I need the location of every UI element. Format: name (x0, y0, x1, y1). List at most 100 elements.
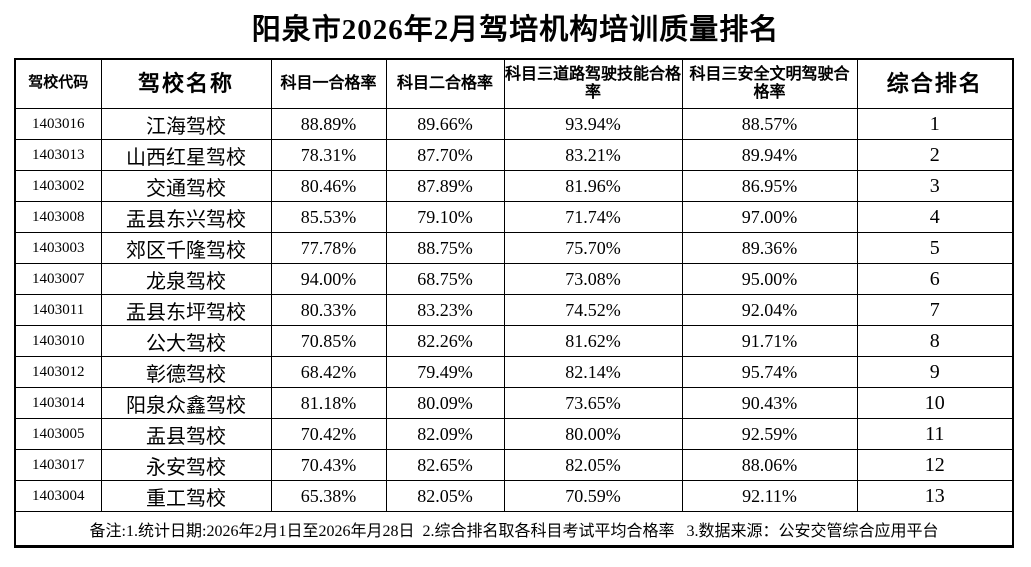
cell-overall-rank: 13 (856, 480, 1014, 512)
col-header-overall-rank: 综合排名 (856, 58, 1014, 109)
cell-subject3-road-rate: 71.74% (503, 201, 683, 233)
cell-subject3-road-rate: 82.14% (503, 356, 683, 388)
cell-subject3-safe-rate: 92.04% (681, 294, 858, 326)
cell-school-name: 重工驾校 (100, 480, 272, 512)
cell-subject1-rate: 85.53% (270, 201, 387, 233)
table-row: 1403013 山西红星驾校 78.31% 87.70% 83.21% 89.9… (14, 139, 1014, 171)
cell-overall-rank: 4 (856, 201, 1014, 233)
table-row: 1403007 龙泉驾校 94.00% 68.75% 73.08% 95.00%… (14, 263, 1014, 295)
cell-overall-rank: 11 (856, 418, 1014, 450)
cell-subject3-road-rate: 93.94% (503, 108, 683, 140)
cell-subject1-rate: 78.31% (270, 139, 387, 171)
cell-school-name: 交通驾校 (100, 170, 272, 202)
cell-subject2-rate: 79.49% (385, 356, 505, 388)
table-row: 1403016 江海驾校 88.89% 89.66% 93.94% 88.57%… (14, 108, 1014, 140)
cell-subject3-road-rate: 83.21% (503, 139, 683, 171)
cell-school-code: 1403004 (14, 480, 102, 512)
table-row: 1403014 阳泉众鑫驾校 81.18% 80.09% 73.65% 90.4… (14, 387, 1014, 419)
cell-subject1-rate: 70.43% (270, 449, 387, 481)
cell-subject3-safe-rate: 89.36% (681, 232, 858, 264)
cell-overall-rank: 3 (856, 170, 1014, 202)
cell-school-code: 1403014 (14, 387, 102, 419)
cell-subject1-rate: 68.42% (270, 356, 387, 388)
header-row: 驾校代码 驾校名称 科目一合格率 科目二合格率 科目三道路驾驶技能合格率 科目三… (14, 58, 1014, 109)
col-header-subject1-pass-rate: 科目一合格率 (270, 58, 387, 109)
cell-subject2-rate: 88.75% (385, 232, 505, 264)
cell-school-name: 江海驾校 (100, 108, 272, 140)
cell-school-code: 1403007 (14, 263, 102, 295)
cell-school-code: 1403008 (14, 201, 102, 233)
footnote: 备注:1.统计日期:2026年2月1日至2026年月28日 2.综合排名取各科目… (14, 511, 1014, 547)
cell-school-code: 1403012 (14, 356, 102, 388)
cell-overall-rank: 8 (856, 325, 1014, 357)
cell-subject3-safe-rate: 88.06% (681, 449, 858, 481)
cell-subject1-rate: 80.46% (270, 170, 387, 202)
table-row: 1403003 郊区千隆驾校 77.78% 88.75% 75.70% 89.3… (14, 232, 1014, 264)
cell-subject3-safe-rate: 95.74% (681, 356, 858, 388)
cell-subject3-road-rate: 73.08% (503, 263, 683, 295)
cell-school-name: 阳泉众鑫驾校 (100, 387, 272, 419)
cell-school-name: 龙泉驾校 (100, 263, 272, 295)
cell-subject3-road-rate: 81.62% (503, 325, 683, 357)
cell-subject1-rate: 77.78% (270, 232, 387, 264)
cell-overall-rank: 7 (856, 294, 1014, 326)
table-row: 1403010 公大驾校 70.85% 82.26% 81.62% 91.71%… (14, 325, 1014, 357)
table-footer: 备注:1.统计日期:2026年2月1日至2026年月28日 2.综合排名取各科目… (14, 511, 1014, 547)
cell-subject3-road-rate: 81.96% (503, 170, 683, 202)
cell-overall-rank: 1 (856, 108, 1014, 140)
cell-subject2-rate: 79.10% (385, 201, 505, 233)
page-title: 阳泉市2026年2月驾培机构培训质量排名 (251, 14, 780, 46)
table-row: 1403005 盂县驾校 70.42% 82.09% 80.00% 92.59%… (14, 418, 1014, 450)
table-header: 驾校代码 驾校名称 科目一合格率 科目二合格率 科目三道路驾驶技能合格率 科目三… (14, 58, 1014, 109)
cell-subject2-rate: 82.65% (385, 449, 505, 481)
cell-subject2-rate: 82.26% (385, 325, 505, 357)
cell-school-code: 1403002 (14, 170, 102, 202)
cell-overall-rank: 5 (856, 232, 1014, 264)
cell-subject3-safe-rate: 95.00% (681, 263, 858, 295)
table-row: 1403004 重工驾校 65.38% 82.05% 70.59% 92.11%… (14, 480, 1014, 512)
col-header-subject2-pass-rate: 科目二合格率 (385, 58, 505, 109)
cell-subject1-rate: 70.42% (270, 418, 387, 450)
cell-school-name: 公大驾校 (100, 325, 272, 357)
cell-subject3-road-rate: 74.52% (503, 294, 683, 326)
cell-school-code: 1403017 (14, 449, 102, 481)
cell-school-code: 1403005 (14, 418, 102, 450)
col-header-school-code: 驾校代码 (14, 58, 102, 109)
col-header-subject3-safe-driving-pass-rate: 科目三安全文明驾驶合格率 (681, 58, 858, 109)
cell-subject3-road-rate: 70.59% (503, 480, 683, 512)
cell-subject2-rate: 80.09% (385, 387, 505, 419)
cell-subject3-road-rate: 80.00% (503, 418, 683, 450)
table-row: 1403002 交通驾校 80.46% 87.89% 81.96% 86.95%… (14, 170, 1014, 202)
col-header-subject3-road-skill-pass-rate: 科目三道路驾驶技能合格率 (503, 58, 683, 109)
cell-overall-rank: 2 (856, 139, 1014, 171)
table-row: 1403012 彰德驾校 68.42% 79.49% 82.14% 95.74%… (14, 356, 1014, 388)
cell-subject2-rate: 82.09% (385, 418, 505, 450)
cell-school-code: 1403003 (14, 232, 102, 264)
cell-subject3-safe-rate: 88.57% (681, 108, 858, 140)
cell-subject3-road-rate: 73.65% (503, 387, 683, 419)
quality-ranking-table: 驾校代码 驾校名称 科目一合格率 科目二合格率 科目三道路驾驶技能合格率 科目三… (14, 58, 1014, 548)
table-body: 1403016 江海驾校 88.89% 89.66% 93.94% 88.57%… (14, 108, 1014, 512)
cell-subject3-safe-rate: 89.94% (681, 139, 858, 171)
cell-school-name: 永安驾校 (100, 449, 272, 481)
col-header-school-name: 驾校名称 (100, 58, 272, 109)
cell-school-name: 盂县东兴驾校 (100, 201, 272, 233)
footnote-row: 备注:1.统计日期:2026年2月1日至2026年月28日 2.综合排名取各科目… (14, 511, 1014, 547)
cell-subject2-rate: 82.05% (385, 480, 505, 512)
cell-subject3-road-rate: 75.70% (503, 232, 683, 264)
cell-subject3-safe-rate: 92.59% (681, 418, 858, 450)
cell-overall-rank: 10 (856, 387, 1014, 419)
cell-school-name: 彰德驾校 (100, 356, 272, 388)
cell-subject1-rate: 88.89% (270, 108, 387, 140)
cell-school-code: 1403010 (14, 325, 102, 357)
cell-subject3-road-rate: 82.05% (503, 449, 683, 481)
cell-subject1-rate: 80.33% (270, 294, 387, 326)
table-row: 1403008 盂县东兴驾校 85.53% 79.10% 71.74% 97.0… (14, 201, 1014, 233)
cell-overall-rank: 6 (856, 263, 1014, 295)
cell-school-name: 山西红星驾校 (100, 139, 272, 171)
cell-school-name: 盂县东坪驾校 (100, 294, 272, 326)
cell-subject2-rate: 87.89% (385, 170, 505, 202)
cell-subject1-rate: 94.00% (270, 263, 387, 295)
cell-school-code: 1403011 (14, 294, 102, 326)
